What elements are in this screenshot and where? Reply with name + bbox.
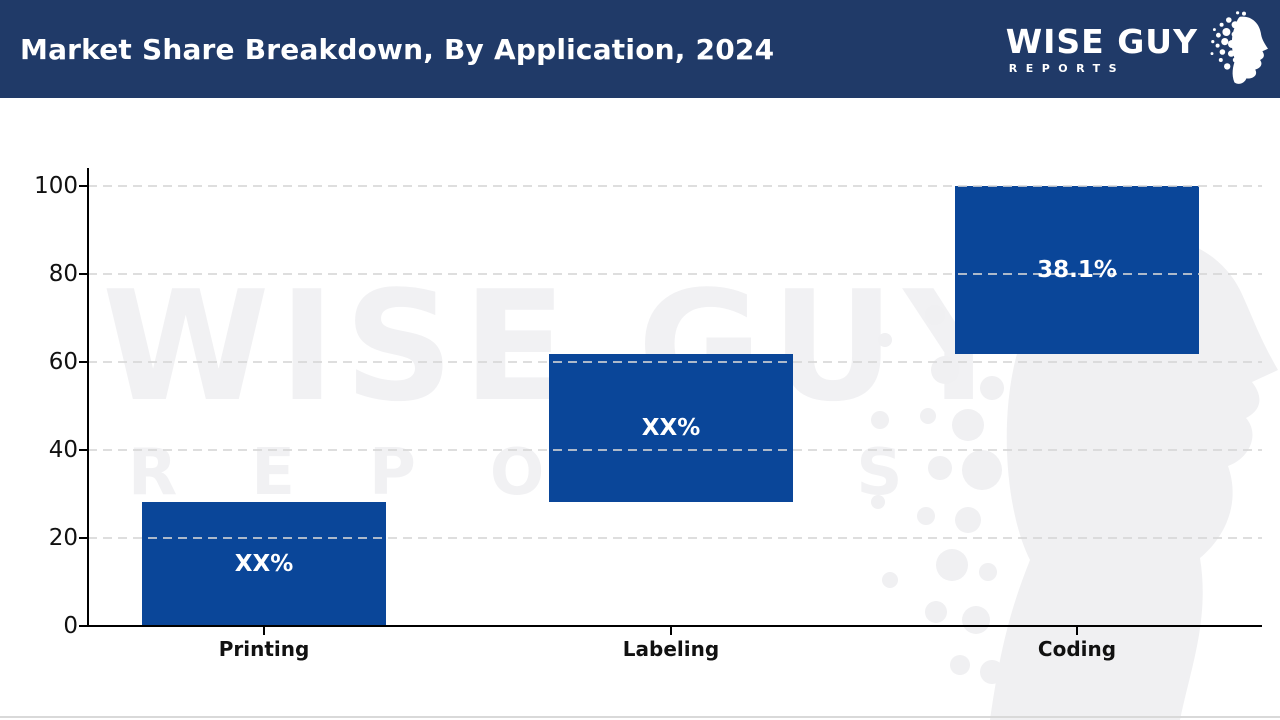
bar-value-label-coding: 38.1% bbox=[1037, 256, 1117, 283]
y-tick-label-80: 80 bbox=[48, 261, 78, 287]
gridline-40 bbox=[88, 449, 1262, 451]
x-axis-spine bbox=[87, 625, 1262, 627]
y-tick-label-0: 0 bbox=[63, 613, 78, 639]
bar-printing bbox=[142, 501, 386, 626]
y-tick-label-40: 40 bbox=[48, 437, 78, 463]
y-tick-0 bbox=[79, 625, 88, 627]
y-tick-label-60: 60 bbox=[48, 349, 78, 375]
y-tick-100 bbox=[79, 185, 88, 187]
x-tick-printing bbox=[263, 627, 265, 635]
header: Market Share Breakdown, By Application, … bbox=[0, 0, 1280, 98]
wiseguy-logo: WISE GUY REPORTS bbox=[1006, 8, 1272, 92]
bar-labeling bbox=[549, 353, 793, 502]
gridline-60 bbox=[88, 361, 1262, 363]
bar-value-label-labeling: XX% bbox=[641, 414, 701, 441]
logo-face-icon bbox=[1210, 11, 1268, 84]
category-label-printing: Printing bbox=[218, 637, 310, 661]
gridline-80 bbox=[88, 273, 1262, 275]
x-tick-coding bbox=[1076, 627, 1078, 635]
y-tick-40 bbox=[79, 449, 88, 451]
page-title: Market Share Breakdown, By Application, … bbox=[20, 32, 775, 66]
y-tick-80 bbox=[79, 273, 88, 275]
x-tick-labeling bbox=[670, 627, 672, 635]
category-label-coding: Coding bbox=[1037, 637, 1117, 661]
bar-value-label-printing: XX% bbox=[234, 550, 294, 577]
gridline-100 bbox=[88, 185, 1262, 187]
bottom-divider bbox=[0, 716, 1280, 718]
logo-wordmark: WISE GUY bbox=[1005, 21, 1198, 61]
category-label-labeling: Labeling bbox=[622, 637, 720, 661]
y-axis-spine bbox=[87, 168, 89, 627]
y-tick-20 bbox=[79, 537, 88, 539]
logo-text: WISE GUY REPORTS bbox=[1005, 21, 1198, 76]
y-tick-label-100: 100 bbox=[34, 173, 78, 199]
logo-tagline: REPORTS bbox=[1008, 62, 1126, 76]
gridline-20 bbox=[88, 537, 1262, 539]
y-tick-60 bbox=[79, 361, 88, 363]
y-tick-label-20: 20 bbox=[48, 525, 78, 551]
